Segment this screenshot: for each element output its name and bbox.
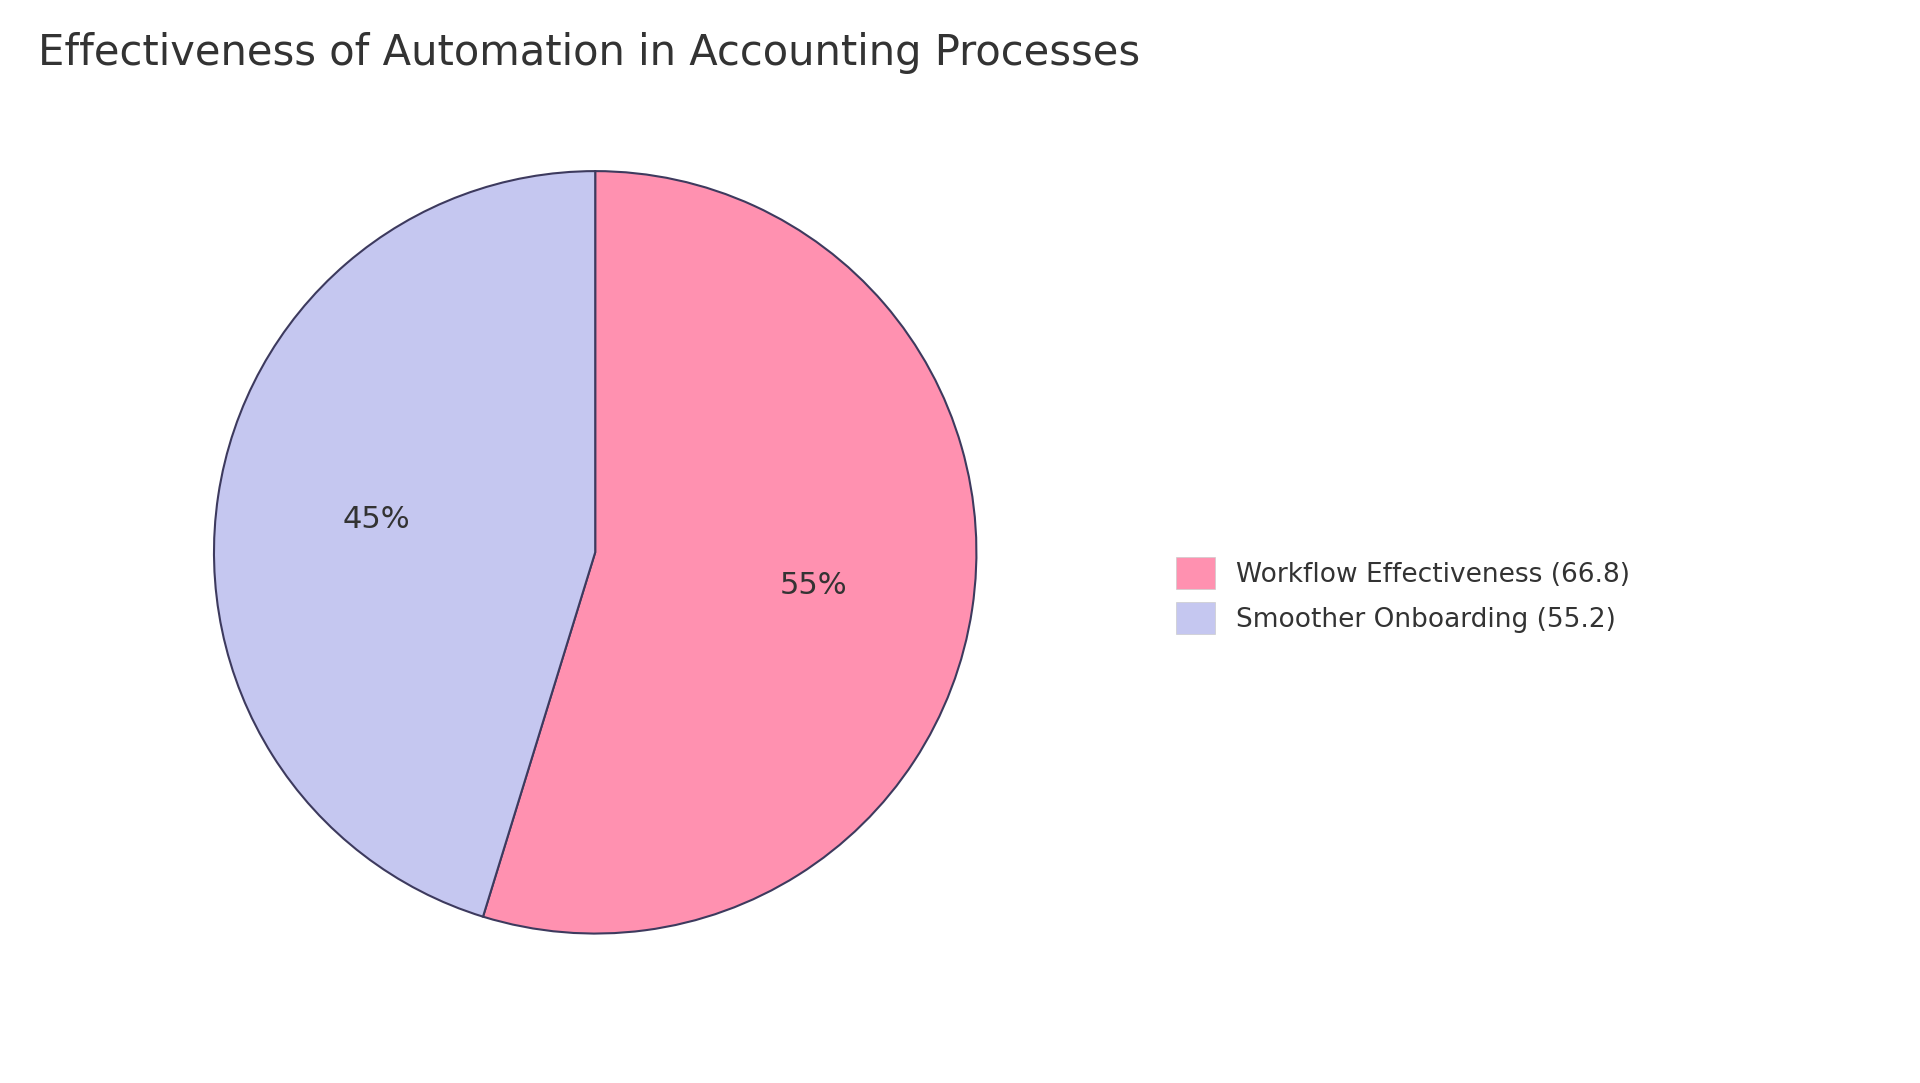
Text: 55%: 55% (780, 571, 847, 600)
Text: Effectiveness of Automation in Accounting Processes: Effectiveness of Automation in Accountin… (38, 32, 1140, 75)
Text: 45%: 45% (344, 505, 411, 534)
Wedge shape (484, 171, 977, 934)
Wedge shape (213, 171, 595, 916)
Legend: Workflow Effectiveness (66.8), Smoother Onboarding (55.2): Workflow Effectiveness (66.8), Smoother … (1165, 546, 1642, 645)
